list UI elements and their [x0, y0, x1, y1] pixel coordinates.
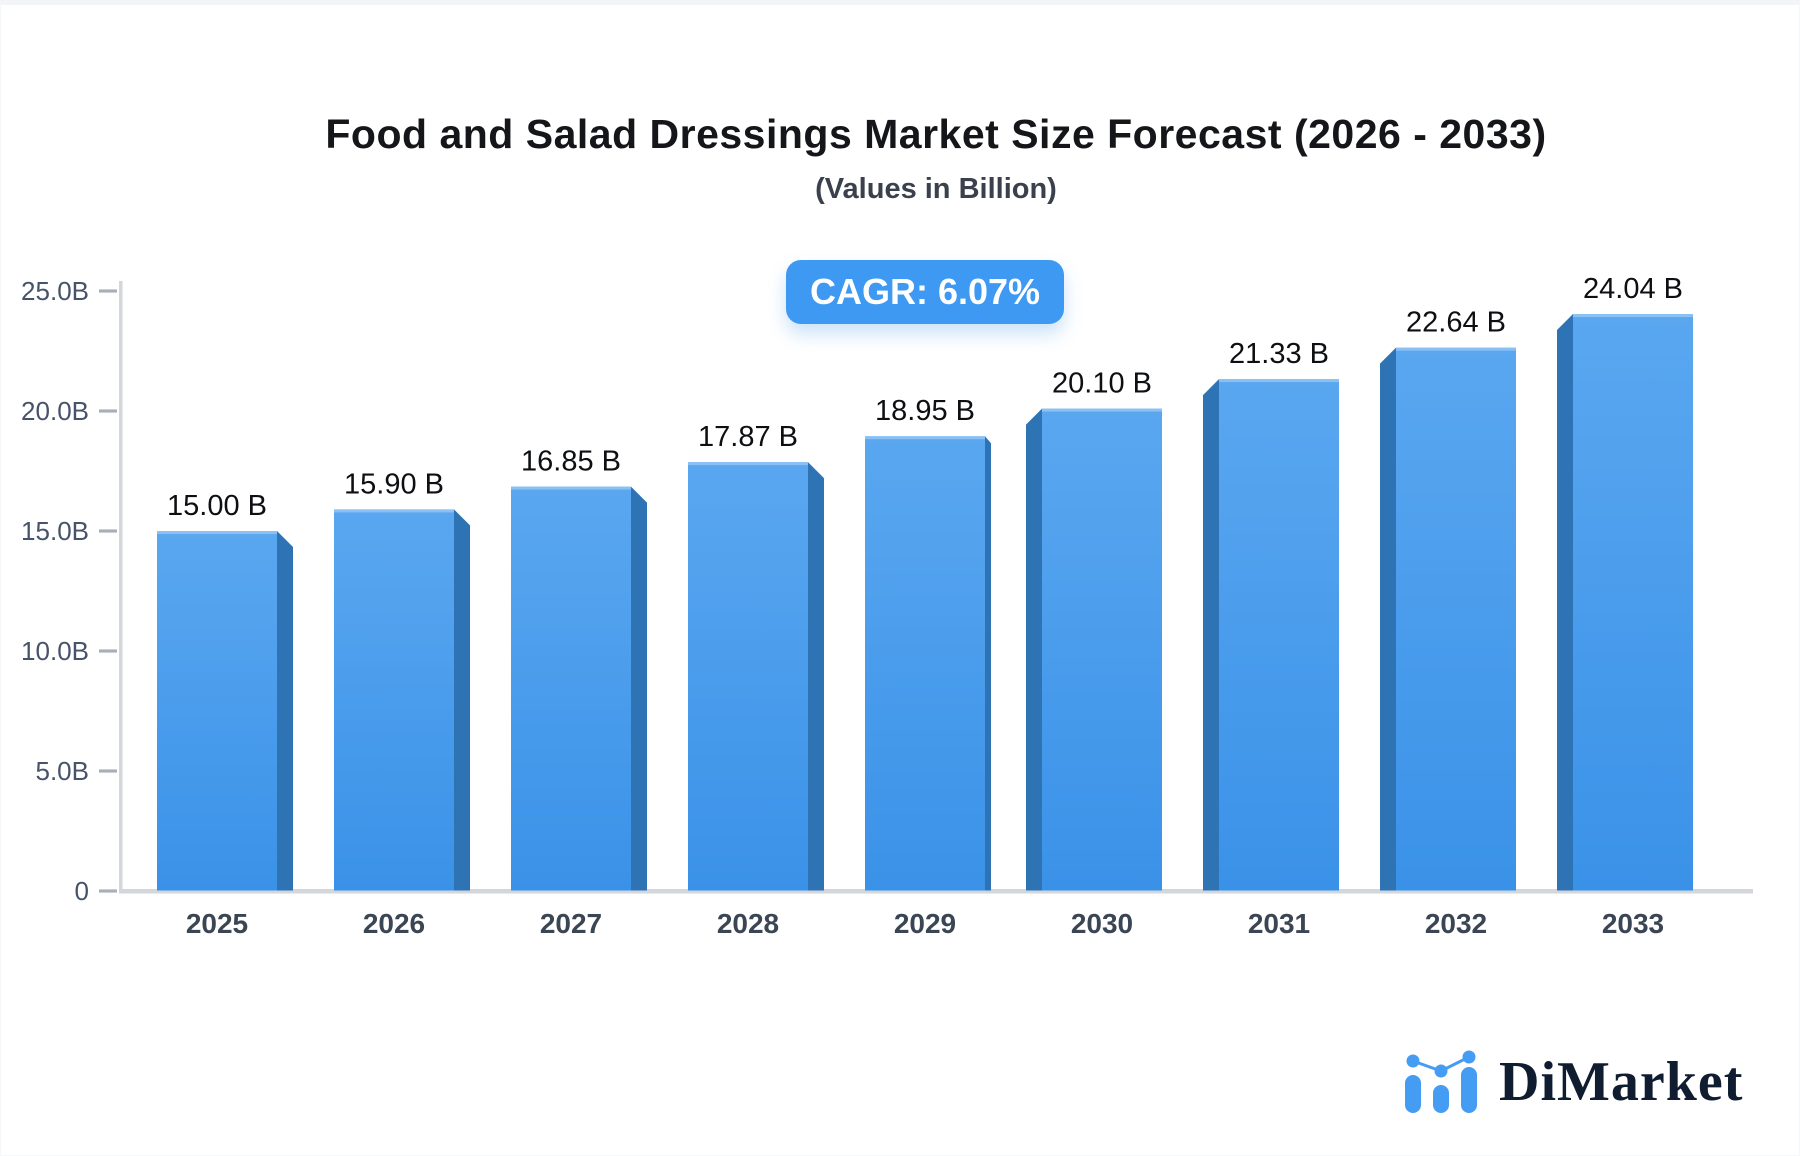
- bar-side-face: [277, 531, 293, 891]
- x-axis-label: 2028: [717, 908, 779, 939]
- y-axis-tick: [99, 529, 117, 533]
- x-axis-label: 2032: [1425, 908, 1487, 939]
- bar-front-face: [865, 436, 985, 891]
- bar-top-edge: [1219, 379, 1339, 383]
- bar-value-label: 24.04 B: [1583, 273, 1683, 305]
- bar-side-face: [808, 462, 824, 891]
- bar-front-face: [1219, 379, 1339, 891]
- logo-bar: [1405, 1075, 1421, 1113]
- bar-top-edge: [865, 436, 985, 440]
- bar-top-edge: [1396, 347, 1516, 351]
- logo-bar: [1433, 1085, 1449, 1113]
- x-axis-line: [119, 889, 1753, 894]
- bar-top-edge: [1573, 314, 1693, 318]
- x-axis-label: 2027: [540, 908, 602, 939]
- chart-canvas: 0 5.0B 10.0B 15.0B 20.0B 25.0B 15.00 B 2025 15.9…: [21, 273, 1753, 939]
- x-axis-label: 2030: [1071, 908, 1133, 939]
- x-axis-label: 2031: [1248, 908, 1310, 939]
- bar-value-label: 16.85 B: [521, 446, 621, 478]
- bar-top-edge: [334, 509, 454, 513]
- bar-top-edge: [688, 462, 808, 466]
- logo-dot: [1434, 1064, 1448, 1078]
- bar-2028: 17.87 B: [688, 421, 824, 891]
- bar-value-label: 17.87 B: [698, 421, 798, 453]
- bar-side-face: [1026, 408, 1042, 891]
- bar-top-edge: [511, 486, 631, 490]
- bar-top-edge: [1042, 408, 1162, 412]
- y-axis-label: 25.0B: [21, 276, 89, 306]
- bar-front-face: [157, 531, 277, 891]
- x-axis-label: 2026: [363, 908, 425, 939]
- y-axis-label: 20.0B: [21, 396, 89, 426]
- bar-2031: 21.33 B: [1203, 338, 1339, 891]
- dimarket-logo: DiMarket: [1399, 1043, 1743, 1113]
- mini-bar-chart-icon: [1405, 1050, 1477, 1113]
- bar-side-face: [1380, 347, 1396, 891]
- y-axis-tick: [99, 769, 117, 773]
- bar-2027: 16.85 B: [511, 446, 647, 891]
- y-axis-label: 5.0B: [36, 756, 90, 786]
- bar-side-face: [1557, 314, 1573, 891]
- bar-2026: 15.90 B: [334, 468, 470, 891]
- y-axis-line: [119, 281, 123, 893]
- logo-bar: [1461, 1067, 1477, 1113]
- bar-top-edge: [157, 531, 277, 534]
- y-axis-tick: [99, 889, 117, 893]
- logo-wordmark: DiMarket: [1499, 1051, 1744, 1113]
- bar-value-label: 15.90 B: [344, 468, 444, 500]
- page-subtitle: (Values in Billion): [815, 173, 1057, 205]
- bar-front-face: [1042, 408, 1162, 891]
- bar-2033: 24.04 B: [1557, 273, 1693, 891]
- bar-value-label: 15.00 B: [167, 490, 267, 522]
- bar-2029: 18.95 B: [865, 395, 991, 891]
- x-axis-label: 2025: [186, 908, 248, 939]
- bar-2025: 15.00 B: [157, 490, 293, 891]
- y-axis-label: 15.0B: [21, 516, 89, 546]
- bar-value-label: 21.33 B: [1229, 338, 1329, 370]
- x-axis-label: 2033: [1602, 908, 1664, 939]
- y-axis-tick: [99, 289, 117, 293]
- y-axis-label: 10.0B: [21, 636, 89, 666]
- y-axis-tick: [99, 409, 117, 413]
- bar-2030: 20.10 B: [1026, 368, 1162, 891]
- y-axis-label: 0: [75, 876, 89, 906]
- bar-side-face: [631, 486, 647, 891]
- bar-front-face: [334, 509, 454, 891]
- cagr-badge: CAGR: 6.07%: [786, 260, 1064, 324]
- bar-front-face: [1573, 314, 1693, 891]
- logo-dot: [1462, 1050, 1476, 1064]
- bar-side-face: [1203, 379, 1219, 891]
- bar-front-face: [688, 462, 808, 891]
- page-title: Food and Salad Dressings Market Size For…: [325, 111, 1547, 157]
- bar-side-face: [454, 509, 470, 891]
- y-axis-tick: [99, 649, 117, 653]
- logo-dot: [1406, 1054, 1420, 1068]
- x-axis-label: 2029: [894, 908, 956, 939]
- bar-value-label: 18.95 B: [875, 395, 975, 427]
- bar-side-face: [985, 436, 991, 891]
- bar-front-face: [511, 486, 631, 891]
- bar-value-label: 20.10 B: [1052, 368, 1152, 400]
- bar-value-label: 22.64 B: [1406, 307, 1506, 339]
- bar-front-face: [1396, 347, 1516, 891]
- bar-2032: 22.64 B: [1380, 307, 1516, 891]
